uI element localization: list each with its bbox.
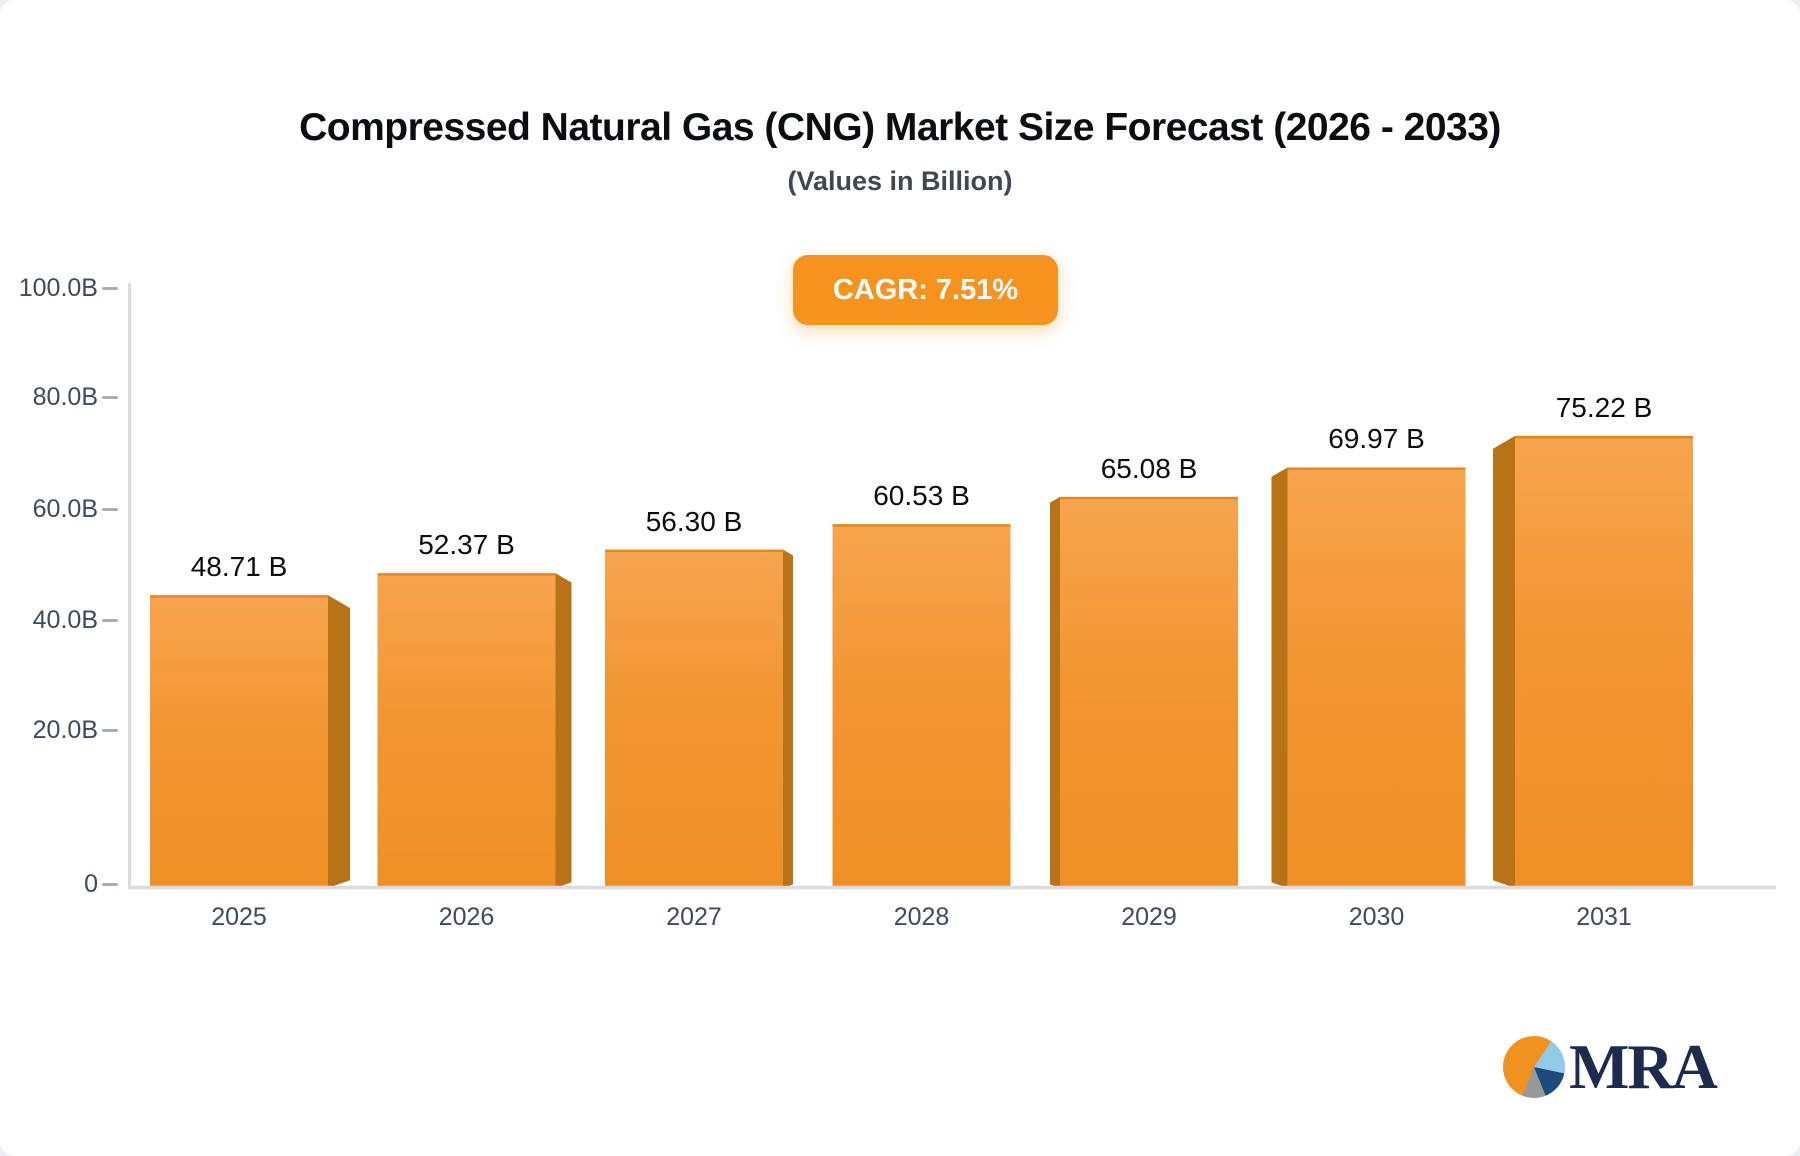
bar-side-face (555, 573, 572, 888)
bar-face (150, 595, 328, 888)
chart-title: Compressed Natural Gas (CNG) Market Size… (299, 106, 1501, 149)
bar-2027 (605, 549, 793, 888)
bar-value-label: 75.22 B (1555, 391, 1653, 423)
bar-2031 (1493, 435, 1693, 888)
y-tick-dash (102, 728, 118, 732)
x-tick-label: 2027 (666, 903, 722, 931)
bar-face (377, 573, 556, 888)
bar-side-face (1493, 435, 1515, 888)
bar-face (1515, 435, 1693, 888)
chart-subtitle: (Values in Billion) (787, 166, 1013, 196)
bar-value-label: 60.53 B (873, 480, 970, 512)
x-tick-label: 2031 (1576, 903, 1632, 931)
x-tick-label: 2028 (893, 903, 950, 931)
x-tick-label: 2030 (1348, 903, 1405, 931)
y-tick-dash (102, 395, 118, 399)
bar-2026 (377, 573, 572, 888)
cagr-badge-label: CAGR: 7.51% (832, 273, 1019, 306)
bar-2025 (150, 595, 350, 888)
y-tick-dash (102, 286, 118, 290)
bar-side-face (1271, 467, 1288, 888)
bar-face (605, 549, 783, 888)
bar-side-face (1050, 496, 1060, 888)
bar-value-label: 56.30 B (645, 505, 743, 537)
bar-value-label: 48.71 B (190, 551, 288, 583)
bar-face (1060, 496, 1238, 888)
y-tick-label: 0 (84, 870, 98, 898)
bar-2029 (1050, 496, 1238, 888)
y-tick-dash (102, 882, 118, 886)
y-tick-label: 60.0B (32, 495, 98, 523)
x-tick-label: 2029 (1121, 903, 1177, 931)
x-tick-label: 2026 (438, 903, 495, 931)
bar-2030 (1271, 467, 1466, 888)
bar-2028 (832, 524, 1011, 888)
bar-value-label: 69.97 B (1328, 423, 1425, 455)
logo-text: MRA (1569, 1031, 1718, 1102)
bar-value-label: 52.37 B (418, 529, 515, 561)
bar-side-face (783, 549, 793, 888)
x-tick-label: 2025 (211, 903, 267, 931)
y-tick-label: 80.0B (32, 383, 98, 411)
bar-value-label: 65.08 B (1100, 452, 1198, 484)
y-tick-label: 40.0B (32, 606, 98, 634)
y-tick-dash (102, 618, 118, 622)
pie-chart-icon (1503, 1036, 1565, 1098)
cagr-badge: CAGR: 7.51% (793, 255, 1058, 325)
bars-group (150, 435, 1693, 888)
mra-logo: MRA (1503, 1031, 1718, 1102)
y-tick-label: 20.0B (32, 716, 98, 744)
y-tick-dash (102, 507, 118, 511)
bar-face (832, 524, 1011, 888)
bar-side-face (328, 595, 350, 888)
y-tick-label: 100.0B (18, 274, 98, 302)
bar-face (1287, 467, 1466, 888)
